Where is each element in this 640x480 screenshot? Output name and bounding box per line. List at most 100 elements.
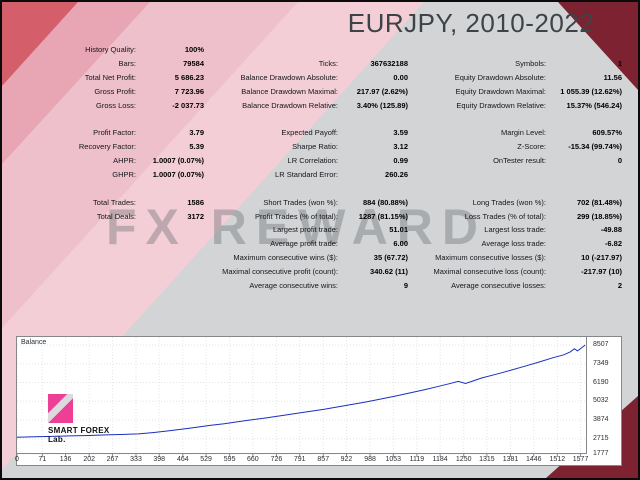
stat-label: LR Correlation: <box>287 156 338 166</box>
stats-row <box>10 112 624 126</box>
stat-value: 1287 (81.15%) <box>358 211 408 221</box>
x-tick-label: 71 <box>38 456 47 463</box>
stat-label: Z-Score: <box>517 142 546 152</box>
y-tick-label: 5032 <box>593 397 609 405</box>
stats-row: Total Trades: 1586 Short Trades (won %):… <box>10 195 624 209</box>
stat-label: Loss Trades (% of total): <box>464 211 546 221</box>
x-tick-label: 922 <box>340 456 353 463</box>
stat-label: Total Net Profit: <box>84 73 136 83</box>
x-tick-label: 726 <box>270 456 283 463</box>
smart-forex-lab-logo: SMART FOREX Lab. <box>48 394 110 444</box>
series-label: Balance <box>21 339 47 346</box>
stats-row: Largest profit trade: 51.01 Largest loss… <box>10 223 624 237</box>
stat-value: 2 <box>617 280 622 290</box>
stat-label: Ticks: <box>318 59 338 69</box>
x-tick-label: 988 <box>364 456 376 463</box>
stat-value: 0.99 <box>393 156 408 166</box>
stat-label: Total Trades: <box>93 197 136 207</box>
stat-label: Average loss trade: <box>481 239 546 249</box>
stat-value: 1 <box>617 59 622 69</box>
stat-value: 6.00 <box>393 239 408 249</box>
stat-value: 15.37% (546.24) <box>566 100 622 110</box>
stat-value: 79584 <box>183 59 204 69</box>
stat-label: Average consecutive wins: <box>249 280 338 290</box>
stat-label: History Quality: <box>85 45 136 55</box>
stat-label: Margin Level: <box>500 128 546 138</box>
stat-value: 9 <box>403 280 408 290</box>
stat-label: Long Trades (won %): <box>472 197 546 207</box>
x-tick-label: 1381 <box>502 456 519 463</box>
x-tick-label: 333 <box>130 456 142 463</box>
stats-row <box>10 181 624 195</box>
stats-row: GHPR: 1.0007 (0.07%) LR Standard Error: … <box>10 168 624 182</box>
x-tick-label: 660 <box>247 456 259 463</box>
stat-value: 340.62 (11) <box>370 266 408 276</box>
stat-value: 0 <box>617 156 622 166</box>
stat-label: Largest loss trade: <box>484 225 546 235</box>
stat-label: Recovery Factor: <box>78 142 136 152</box>
y-axis-labels: 8507 7349 6190 5032 3874 2715 1777 <box>587 337 623 465</box>
stat-value: 51.01 <box>389 225 408 235</box>
stat-label: Expected Payoff: <box>281 128 338 138</box>
stat-label: Profit Factor: <box>93 128 136 138</box>
stat-label: Balance Drawdown Relative: <box>242 100 338 110</box>
stat-value: 100% <box>184 45 204 55</box>
stat-label: LR Standard Error: <box>275 170 338 180</box>
stat-value: -15.34 (99.74%) <box>568 142 622 152</box>
stat-value: 10 (-217.97) <box>581 253 622 263</box>
x-tick-label: 202 <box>83 456 96 463</box>
x-tick-label: 595 <box>223 456 236 463</box>
stat-label: Equity Drawdown Absolute: <box>454 73 546 83</box>
x-tick-label: 791 <box>293 456 306 463</box>
stat-label: Average profit trade: <box>270 239 338 249</box>
stat-label: Gross Loss: <box>95 100 136 110</box>
x-tick-label: 464 <box>176 456 189 463</box>
x-tick-label: 1250 <box>455 456 472 463</box>
y-tick-label: 1777 <box>593 450 609 457</box>
stats-row: AHPR: 1.0007 (0.07%) LR Correlation: 0.9… <box>10 154 624 168</box>
y-tick-label: 3874 <box>593 416 609 424</box>
x-tick-label: 1184 <box>432 456 448 463</box>
stat-value: 260.26 <box>385 170 408 180</box>
stat-value: -49.88 <box>600 225 622 235</box>
logo-text-line2: Lab. <box>48 435 66 444</box>
stat-label: Equity Drawdown Maximal: <box>455 86 546 96</box>
stats-grid: History Quality: 100% Bars: 79584 Ticks:… <box>10 43 624 292</box>
smart-forex-lab-logo-icon <box>48 394 73 423</box>
stat-label: OnTester result: <box>493 156 546 166</box>
balance-plot-svg <box>17 337 587 457</box>
stats-row: Total Deals: 3172 Profit Trades (% of to… <box>10 209 624 223</box>
x-tick-label: 1512 <box>549 456 566 463</box>
stat-value: 702 (81.48%) <box>576 197 622 207</box>
stat-label: Profit Trades (% of total): <box>255 211 338 221</box>
stats-row: Average consecutive wins: 9 Average cons… <box>10 278 624 292</box>
x-tick-label: 1053 <box>385 456 402 463</box>
stat-label: Balance Drawdown Maximal: <box>241 86 338 96</box>
x-tick-label: 1315 <box>479 456 495 463</box>
stat-label: Total Deals: <box>96 211 136 221</box>
stat-value: 3.12 <box>393 142 408 152</box>
stat-label: Average consecutive losses: <box>451 280 546 290</box>
x-tick-label: 1119 <box>409 456 425 463</box>
stat-value: 609.57% <box>592 128 622 138</box>
stats-row: Gross Profit: 7 723.96 Balance Drawdown … <box>10 85 624 99</box>
stat-value: -6.82 <box>604 239 622 249</box>
y-tick-label: 7349 <box>593 359 609 367</box>
stat-label: Gross Profit: <box>94 86 136 96</box>
stat-value: 35 (67.72) <box>373 253 408 263</box>
stat-label: Sharpe Ratio: <box>292 142 338 152</box>
stat-label: Maximum consecutive wins ($): <box>233 253 338 263</box>
stat-value: 367632188 <box>370 59 408 69</box>
page-title: EURJPY, 2010-2022 <box>347 8 595 38</box>
stat-value: 1.0007 (0.07%) <box>152 170 204 180</box>
stat-value: 5.39 <box>189 142 204 152</box>
stat-value: 3.40% (125.89) <box>356 100 408 110</box>
stat-value: 11.56 <box>603 73 622 83</box>
stat-value: 1 055.39 (12.62%) <box>560 86 622 96</box>
stats-row: Profit Factor: 3.79 Expected Payoff: 3.5… <box>10 126 624 140</box>
x-tick-label: 267 <box>106 456 119 463</box>
stats-row: Total Net Profit: 5 686.23 Balance Drawd… <box>10 71 624 85</box>
x-tick-label: 1446 <box>525 456 542 463</box>
stats-row: Maximum consecutive wins ($): 35 (67.72)… <box>10 251 624 265</box>
